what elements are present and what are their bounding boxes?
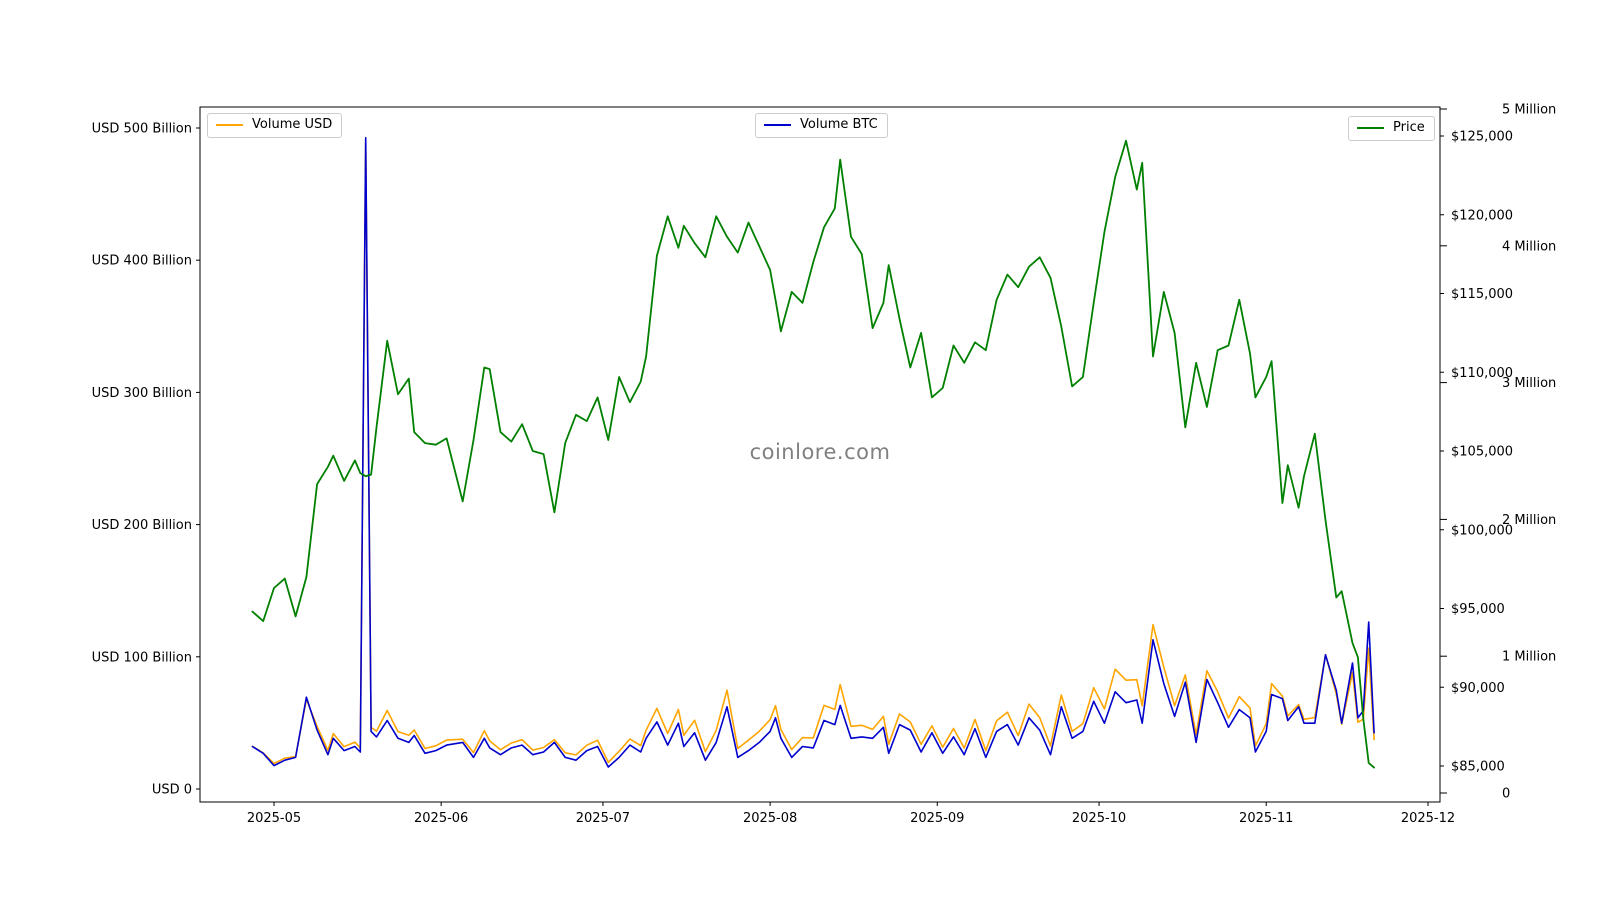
x-axis-tick-label: 2025-09 [910, 811, 964, 826]
x-axis-tick-label: 2025-07 [576, 811, 630, 826]
volume-btc-series-line [251, 136, 1375, 768]
x-axis-tick-label: 2025-10 [1072, 811, 1126, 826]
volume-btc-line-swatch [764, 124, 791, 127]
plot-border [199, 106, 1441, 803]
price-axis-tick-label: $110,000 [1451, 366, 1513, 381]
usd-axis-tick-label: USD 0 [152, 783, 192, 798]
volume-usd-line-swatch [216, 124, 243, 127]
price-axis-tick-label: $85,000 [1451, 760, 1505, 775]
btc-axis-tick-label: 3 Million [1502, 376, 1556, 391]
x-axis-tick-label: 2025-05 [247, 811, 301, 826]
usd-axis-tick-label: USD 300 Billion [92, 386, 192, 401]
x-axis-tick-label: 2025-08 [743, 811, 797, 826]
price-axis-tick-label: $125,000 [1451, 130, 1513, 145]
btc-axis-tick-label: 4 Million [1502, 239, 1556, 254]
btc-axis-tick-label: 2 Million [1502, 513, 1556, 528]
legend-volume-usd-label: Volume USD [252, 117, 333, 132]
usd-axis-tick-label: USD 400 Billion [92, 254, 192, 269]
price-line-swatch [1357, 127, 1384, 130]
price-axis-tick-label: $95,000 [1451, 602, 1505, 617]
usd-axis-tick-label: USD 100 Billion [92, 650, 192, 665]
x-axis-tick-label: 2025-11 [1239, 811, 1293, 826]
x-axis-tick-label: 2025-06 [414, 811, 468, 826]
legend-volume-btc-label: Volume BTC [800, 117, 878, 132]
price-axis-tick-label: $115,000 [1451, 287, 1513, 302]
price-axis-tick-label: $90,000 [1451, 681, 1505, 696]
legend-price-label: Price [1393, 120, 1425, 135]
btc-axis-tick-label: 0 [1502, 787, 1510, 802]
btc-axis-tick-label: 5 Million [1502, 103, 1556, 118]
legend-price: Price [1348, 116, 1435, 141]
watermark: coinlore.com [749, 440, 891, 464]
price-series-line [251, 139, 1375, 769]
usd-axis-tick-label: USD 500 Billion [92, 122, 192, 137]
volume-usd-series-line [251, 141, 1375, 765]
price-axis-tick-label: $105,000 [1451, 445, 1513, 460]
price-axis-tick-label: $100,000 [1451, 523, 1513, 538]
x-axis-tick-label: 2025-12 [1401, 811, 1455, 826]
legend-volume-btc: Volume BTC [755, 113, 888, 138]
usd-axis-tick-label: USD 200 Billion [92, 518, 192, 533]
price-axis-tick-label: $120,000 [1451, 208, 1513, 223]
legend-volume-usd: Volume USD [207, 113, 343, 138]
btc-axis-tick-label: 1 Million [1502, 650, 1556, 665]
